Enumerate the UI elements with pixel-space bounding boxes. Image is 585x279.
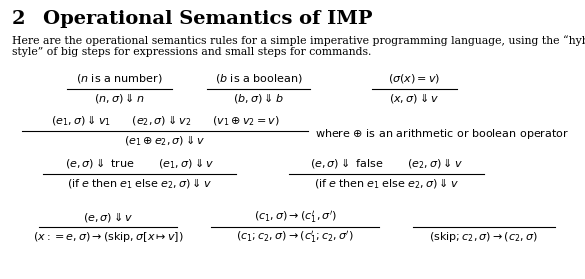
Text: $(c_1, \sigma) \rightarrow (c_1', \sigma')$: $(c_1, \sigma) \rightarrow (c_1', \sigma… bbox=[254, 209, 337, 225]
Text: $(\mathrm{if}\; e\; \mathrm{then}\; e_1\; \mathrm{else}\; e_2, \sigma) \Downarro: $(\mathrm{if}\; e\; \mathrm{then}\; e_1\… bbox=[314, 176, 459, 191]
Text: style” of big steps for expressions and small steps for commands.: style” of big steps for expressions and … bbox=[12, 47, 371, 57]
Text: $(x, \sigma) \Downarrow v$: $(x, \sigma) \Downarrow v$ bbox=[390, 91, 440, 105]
Text: $(e_1 \oplus e_2, \sigma) \Downarrow v$: $(e_1 \oplus e_2, \sigma) \Downarrow v$ bbox=[124, 134, 206, 148]
Text: $(x := e, \sigma) \rightarrow (\mathrm{skip}, \sigma[x \mapsto v])$: $(x := e, \sigma) \rightarrow (\mathrm{s… bbox=[33, 230, 184, 244]
Text: $(c_1; c_2, \sigma) \rightarrow (c_1'; c_2, \sigma')$: $(c_1; c_2, \sigma) \rightarrow (c_1'; c… bbox=[236, 229, 355, 245]
Text: $(e, \sigma) \Downarrow$ true $\quad\quad (e_1, \sigma) \Downarrow v$: $(e, \sigma) \Downarrow$ true $\quad\qua… bbox=[65, 157, 214, 171]
Text: $(\mathrm{if}\; e\; \mathrm{then}\; e_1\; \mathrm{else}\; e_2, \sigma) \Downarro: $(\mathrm{if}\; e\; \mathrm{then}\; e_1\… bbox=[67, 176, 212, 191]
Text: $(e, \sigma) \Downarrow$ false $\quad\quad (e_2, \sigma) \Downarrow v$: $(e, \sigma) \Downarrow$ false $\quad\qu… bbox=[309, 157, 463, 171]
Text: $(n, \sigma) \Downarrow n$: $(n, \sigma) \Downarrow n$ bbox=[94, 91, 144, 105]
Text: $(b, \sigma) \Downarrow b$: $(b, \sigma) \Downarrow b$ bbox=[233, 91, 284, 105]
Text: $(n$ is a number$)$: $(n$ is a number$)$ bbox=[76, 72, 163, 85]
Text: $(\mathrm{skip}; c_2, \sigma) \rightarrow (c_2, \sigma)$: $(\mathrm{skip}; c_2, \sigma) \rightarro… bbox=[429, 230, 538, 244]
Text: Here are the operational semantics rules for a simple imperative programming lan: Here are the operational semantics rules… bbox=[12, 35, 585, 45]
Text: $(e_1, \sigma) \Downarrow v_1 \quad\quad (e_2, \sigma) \Downarrow v_2 \quad\quad: $(e_1, \sigma) \Downarrow v_1 \quad\quad… bbox=[50, 114, 279, 128]
Text: Operational Semantics of IMP: Operational Semantics of IMP bbox=[43, 9, 373, 28]
Text: $(\sigma(x) = v)$: $(\sigma(x) = v)$ bbox=[388, 72, 441, 85]
Text: 2: 2 bbox=[12, 9, 25, 28]
Text: $(e, \sigma) \Downarrow v$: $(e, \sigma) \Downarrow v$ bbox=[83, 210, 133, 224]
Text: $(b$ is a boolean$)$: $(b$ is a boolean$)$ bbox=[215, 72, 302, 85]
Text: where $\oplus$ is an arithmetic or boolean operator: where $\oplus$ is an arithmetic or boole… bbox=[315, 126, 569, 141]
